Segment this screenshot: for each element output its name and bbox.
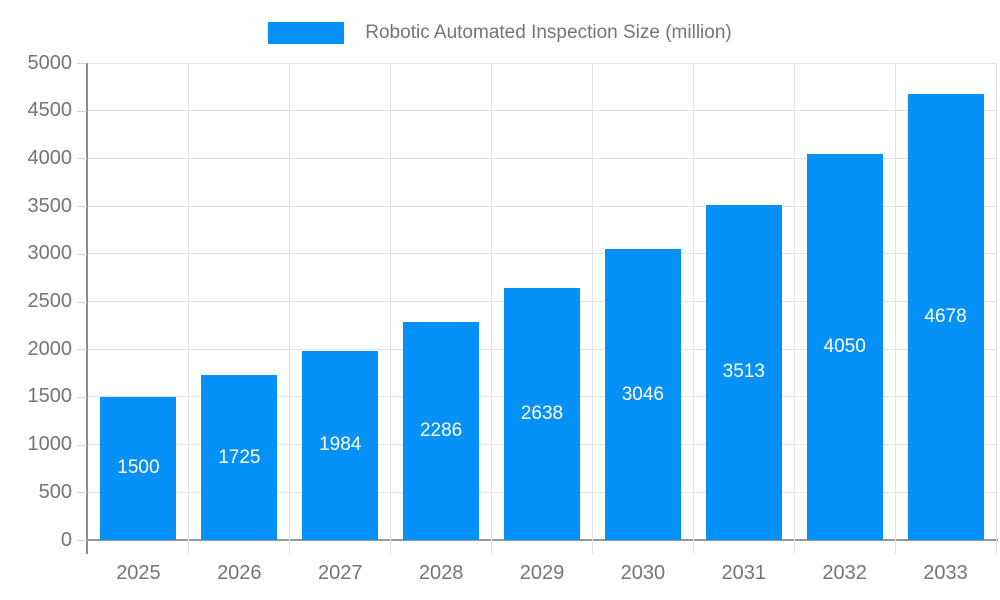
y-axis-tick (77, 396, 87, 398)
y-axis-tick (77, 540, 87, 541)
bar-2032: 4050 (806, 153, 883, 540)
y-axis-tick (77, 206, 87, 208)
y-axis-tick-label: 2500 (27, 290, 73, 312)
bar-2030: 3046 (604, 249, 681, 540)
y-axis-tick-label: 1000 (27, 433, 73, 456)
x-axis-tick-label: 2027 (317, 562, 363, 584)
bar-value-label: 1725 (218, 446, 261, 468)
bar-value-label: 3513 (722, 361, 765, 383)
x-axis-tick-label: 2026 (217, 562, 262, 584)
y-axis-tick-label: 4000 (27, 146, 73, 169)
bar-2033: 4678 (907, 93, 984, 540)
y-axis-tick (77, 301, 87, 303)
y-axis-tick (77, 444, 87, 446)
x-axis-tick-label: 2029 (519, 562, 565, 584)
x-axis-tick-label: 2031 (721, 562, 767, 584)
v-gridline (491, 63, 493, 554)
h-gridline (88, 157, 996, 159)
chart-legend: Robotic Automated Inspection Size (milli… (0, 20, 1000, 46)
x-axis-tick-label: 2025 (116, 562, 161, 584)
h-gridline (88, 110, 996, 112)
y-axis-tick-label: 1500 (27, 385, 73, 408)
x-axis-line (86, 539, 998, 541)
x-axis-tick-label: 2030 (620, 562, 666, 584)
bar-value-label: 1984 (319, 434, 362, 456)
v-gridline (894, 63, 896, 554)
bar-value-label: 2286 (419, 419, 463, 441)
plot-area: 1500 1725 1984 2286 2638 3046 3513 4050 4678 (88, 62, 997, 554)
y-axis-tick (77, 158, 87, 160)
bar-value-label: 1500 (117, 457, 160, 479)
bar-2031: 3513 (705, 204, 782, 540)
y-axis-tick-label: 500 (38, 480, 72, 503)
y-axis-tick-label: 5000 (27, 51, 73, 74)
y-axis-tick-label: 3000 (27, 242, 73, 265)
legend-swatch (268, 22, 345, 44)
y-axis-tick-label: 3500 (27, 194, 73, 217)
y-axis-tick (77, 492, 87, 494)
y-axis-tick-label: 4500 (27, 99, 73, 122)
y-axis-line (86, 63, 88, 554)
bar-2027: 1984 (302, 350, 379, 540)
v-gridline (793, 63, 795, 554)
v-gridline (591, 63, 593, 554)
legend-label: Robotic Automated Inspection Size (milli… (365, 22, 732, 43)
bar-2029: 2638 (504, 288, 580, 540)
y-axis-tick (77, 253, 87, 255)
bar-value-label: 4678 (924, 305, 967, 327)
h-gridline (88, 253, 996, 255)
y-axis-tick (77, 349, 87, 351)
bar-2025: 1500 (100, 396, 177, 540)
h-gridline (88, 62, 996, 64)
h-gridline (88, 205, 996, 207)
v-gridline (188, 63, 190, 554)
v-gridline (692, 63, 694, 554)
bar-value-label: 3046 (621, 383, 665, 405)
y-axis-tick-label: 0 (60, 528, 72, 551)
x-axis-tick-label: 2032 (822, 562, 867, 584)
v-gridline (995, 63, 997, 554)
y-axis-tick (77, 63, 87, 64)
bar-value-label: 4050 (823, 335, 866, 357)
v-gridline (289, 63, 291, 554)
x-axis-tick-label: 2033 (923, 562, 968, 584)
bar-2028: 2286 (403, 321, 480, 540)
y-axis-tick-label: 2000 (27, 337, 73, 360)
x-axis-tick-label: 2028 (418, 562, 464, 584)
bar-2026: 1725 (201, 375, 278, 540)
v-gridline (390, 63, 392, 554)
bar-value-label: 2638 (520, 403, 564, 425)
y-axis-tick (77, 110, 87, 112)
